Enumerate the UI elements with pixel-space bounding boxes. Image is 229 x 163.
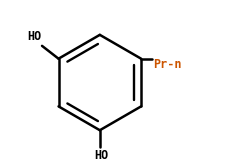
Text: Pr-n: Pr-n	[153, 58, 182, 71]
Text: HO: HO	[27, 30, 41, 43]
Text: HO: HO	[95, 148, 109, 162]
